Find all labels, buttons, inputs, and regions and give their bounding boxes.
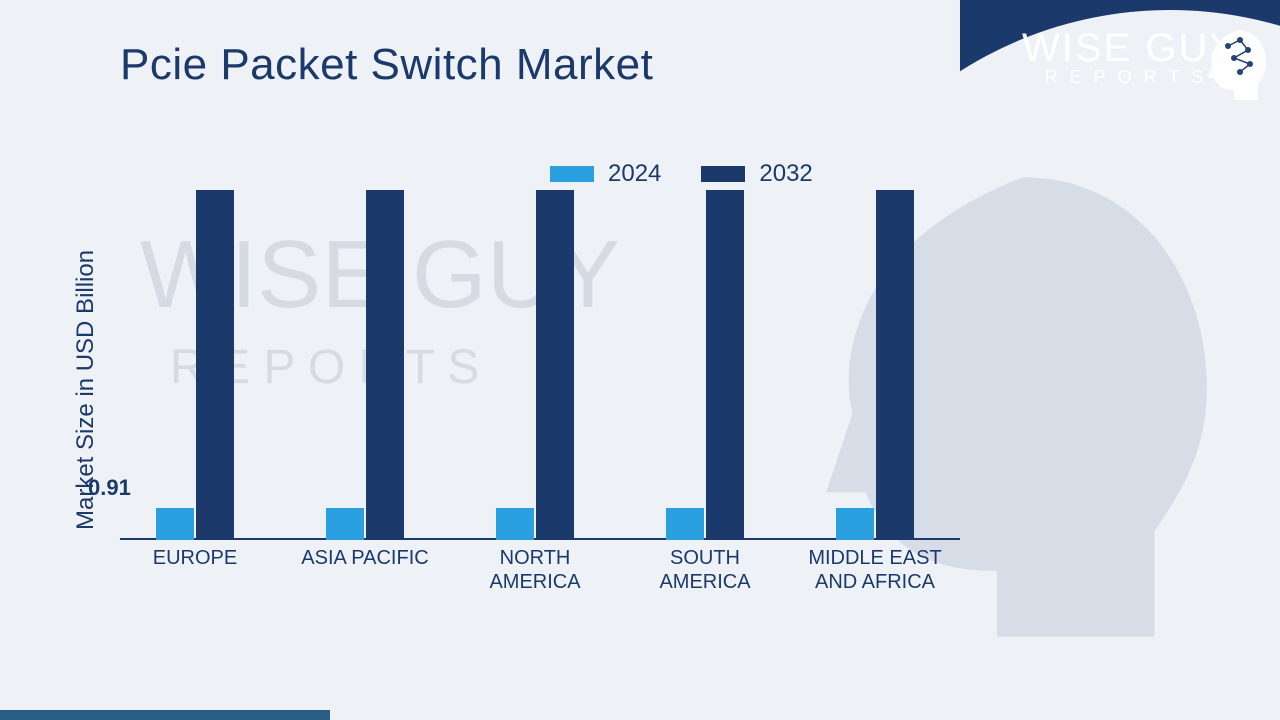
legend-swatch [550,166,594,182]
brand-head-icon [1204,28,1268,106]
x-axis-label: EUROPE [115,546,275,570]
bar [706,190,744,540]
x-axis-label: SOUTH AMERICA [625,546,785,594]
bar [876,190,914,540]
legend-swatch [701,166,745,182]
bar [536,190,574,540]
bar [156,508,194,540]
bar [326,508,364,540]
chart-plot-area: EUROPEASIA PACIFICNORTH AMERICASOUTH AME… [120,190,960,540]
bar [666,508,704,540]
bar [366,190,404,540]
stage: Pcie Packet Switch Market WISE GUY REPOR… [0,0,1280,720]
legend-item: 2032 [701,160,812,188]
legend-item: 2024 [550,160,661,188]
bar [496,508,534,540]
chart-legend: 2024 2032 [550,160,813,188]
bar [196,190,234,540]
bar [836,508,874,540]
legend-label: 2024 [608,160,661,188]
bar-value-label: 0.91 [88,475,131,501]
chart-title: Pcie Packet Switch Market [120,40,653,90]
legend-label: 2032 [759,160,812,188]
x-axis-label: MIDDLE EAST AND AFRICA [795,546,955,594]
x-axis-label: NORTH AMERICA [455,546,615,594]
x-axis-label: ASIA PACIFIC [285,546,445,570]
bottom-accent-strip [0,710,330,720]
brand-logo: WISE GUY REPORTS [1000,26,1260,88]
